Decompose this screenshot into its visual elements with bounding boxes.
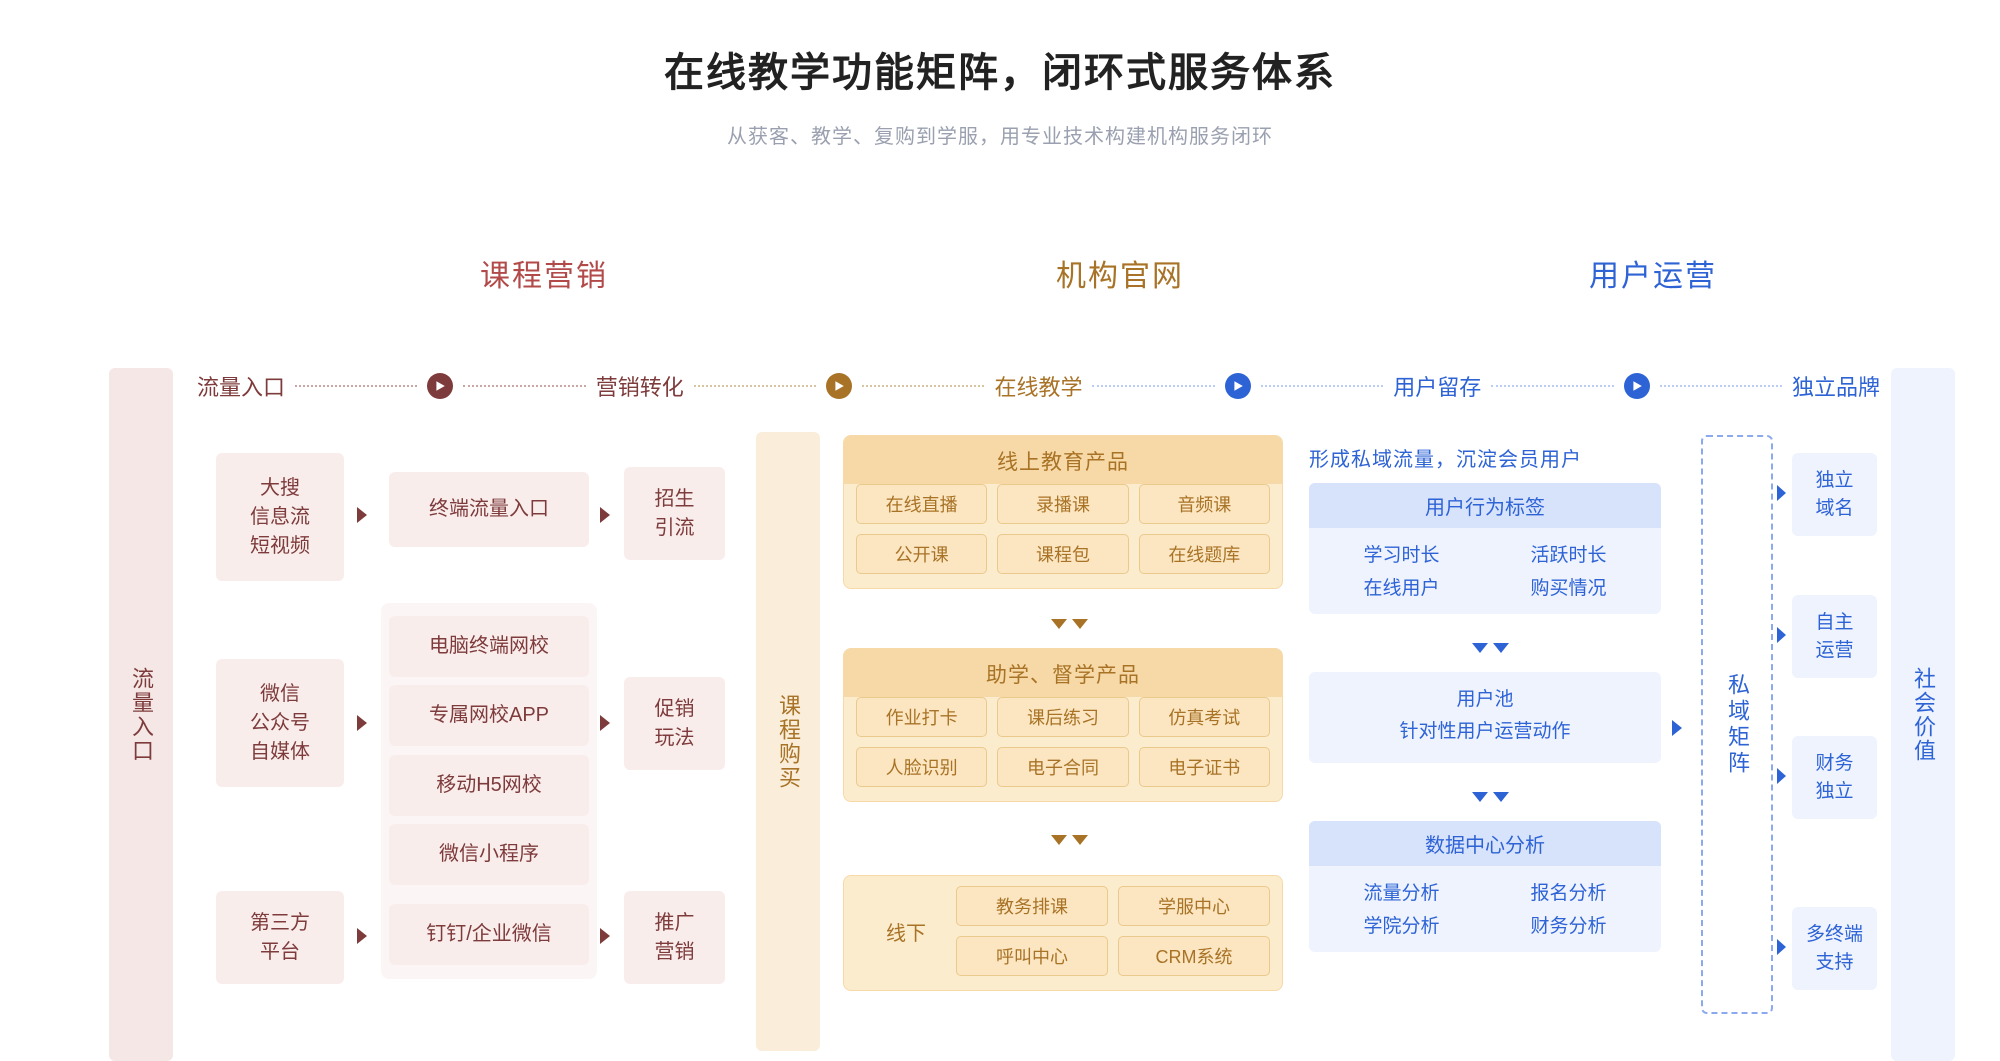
- brand-box: 独立域名: [1792, 453, 1877, 536]
- subhead-label: 用户留存: [1393, 370, 1481, 402]
- chevron-right-icon: [600, 928, 610, 944]
- brand-box: 自主运营: [1792, 595, 1877, 678]
- blue-panel-body: 用户池针对性用户运营动作: [1309, 672, 1661, 763]
- chevron-down-icon: [1072, 835, 1088, 845]
- orange-cell: 音频课: [1139, 484, 1270, 524]
- orange-panel: 线上教育产品在线直播录播课音频课公开课课程包在线题库: [843, 435, 1283, 589]
- chevron-right-icon: [1777, 768, 1786, 784]
- subhead-label: 营销转化: [596, 370, 684, 402]
- chevron-right-icon: [600, 507, 610, 523]
- red-box: 专属网校APP: [389, 685, 589, 746]
- page-subtitle: 从获客、教学、复购到学服，用专业技术构建机构服务闭环: [0, 120, 2000, 149]
- play-icon: [1225, 373, 1251, 399]
- page-title: 在线教学功能矩阵，闭环式服务体系: [0, 0, 2000, 98]
- blue-caption: 形成私域流量，沉淀会员用户: [1309, 443, 1582, 472]
- orange-cell: 作业打卡: [856, 697, 987, 737]
- red-box: 微信小程序: [389, 824, 589, 885]
- subhead-row: 流量入口 营销转化 在线教学 用户留存 独立品牌: [197, 371, 1880, 401]
- chevron-right-icon: [357, 507, 367, 523]
- dotted-connector: [1660, 385, 1782, 387]
- orange-cell: 课后练习: [997, 697, 1128, 737]
- orange-cell: 在线题库: [1139, 534, 1270, 574]
- chevron-down-icon: [1472, 792, 1488, 802]
- play-icon: [826, 373, 852, 399]
- chevron-right-icon: [357, 715, 367, 731]
- chevron-down-icon: [1072, 619, 1088, 629]
- dotted-connector: [862, 385, 984, 387]
- dotted-connector: [295, 385, 417, 387]
- red-box: 促销玩法: [624, 677, 725, 770]
- chevron-right-icon: [1777, 485, 1786, 501]
- pillar-center: 课程购买: [756, 432, 820, 1051]
- subhead-label: 在线教学: [994, 370, 1082, 402]
- blue-panel-head: 数据中心分析: [1309, 821, 1661, 866]
- chevron-down-icon: [1051, 835, 1067, 845]
- blue-cell: 流量分析: [1333, 878, 1470, 905]
- red-box: 第三方平台: [216, 891, 344, 984]
- chevron-down-icon: [1493, 792, 1509, 802]
- red-box: 推广营销: [624, 891, 725, 984]
- red-box: 微信公众号自媒体: [216, 659, 344, 787]
- dashed-pillar: 私域矩阵: [1701, 435, 1773, 1014]
- orange-panel-head: 线上教育产品: [844, 436, 1282, 484]
- orange-offline-label: 线下: [856, 917, 956, 946]
- blue-cell: 报名分析: [1500, 878, 1637, 905]
- section-heading: 课程营销: [344, 251, 744, 295]
- play-icon: [1624, 373, 1650, 399]
- pillar-right: 社会价值: [1891, 368, 1955, 1061]
- red-box: 钉钉/企业微信: [389, 904, 589, 965]
- dotted-connector: [463, 385, 585, 387]
- red-box: 招生引流: [624, 467, 725, 560]
- chevron-down-icon: [1472, 643, 1488, 653]
- red-box: 电脑终端网校: [389, 616, 589, 677]
- chevron-right-icon: [1777, 939, 1786, 955]
- blue-panel-head: 用户行为标签: [1309, 483, 1661, 528]
- blue-cell: 活跃时长: [1500, 540, 1637, 567]
- red-box: 大搜信息流短视频: [216, 453, 344, 581]
- blue-cell: 学习时长: [1333, 540, 1470, 567]
- orange-cell: 学服中心: [1118, 886, 1270, 926]
- blue-panel: 用户行为标签学习时长 活跃时长在线用户 购买情况: [1309, 483, 1661, 614]
- subhead-label: 独立品牌: [1792, 370, 1880, 402]
- section-heading: 用户运营: [1453, 251, 1853, 295]
- orange-cell: 录播课: [997, 484, 1128, 524]
- chevron-right-icon: [1672, 720, 1682, 736]
- chevron-right-icon: [600, 715, 610, 731]
- dotted-connector: [1092, 385, 1214, 387]
- orange-cell: 在线直播: [856, 484, 987, 524]
- orange-cell: 人脸识别: [856, 747, 987, 787]
- red-box: 终端流量入口: [389, 472, 589, 547]
- orange-cell: CRM系统: [1118, 936, 1270, 976]
- orange-panel-head: 助学、督学产品: [844, 649, 1282, 697]
- brand-box: 多终端支持: [1792, 907, 1877, 990]
- brand-box: 财务独立: [1792, 736, 1877, 819]
- orange-cell: 公开课: [856, 534, 987, 574]
- section-heading: 机构官网: [920, 251, 1320, 295]
- dotted-connector: [1491, 385, 1613, 387]
- blue-cell: 财务分析: [1500, 911, 1637, 938]
- blue-panel: 数据中心分析流量分析 报名分析学院分析 财务分析: [1309, 821, 1661, 952]
- play-icon: [427, 373, 453, 399]
- blue-cell: 购买情况: [1500, 573, 1637, 600]
- red-box: 移动H5网校: [389, 755, 589, 816]
- orange-cell: 呼叫中心: [956, 936, 1108, 976]
- subhead-label: 流量入口: [197, 370, 285, 402]
- orange-cell: 教务排课: [956, 886, 1108, 926]
- orange-cell: 电子合同: [997, 747, 1128, 787]
- chevron-right-icon: [357, 928, 367, 944]
- orange-panel: 助学、督学产品作业打卡课后练习仿真考试人脸识别电子合同电子证书: [843, 648, 1283, 802]
- dotted-connector: [1261, 385, 1383, 387]
- blue-panel: 用户池针对性用户运营动作: [1309, 672, 1661, 763]
- pillar-left: 流量入口: [109, 368, 173, 1061]
- chevron-down-icon: [1493, 643, 1509, 653]
- orange-cell: 课程包: [997, 534, 1128, 574]
- orange-cell: 仿真考试: [1139, 697, 1270, 737]
- blue-cell: 在线用户: [1333, 573, 1470, 600]
- blue-cell: 学院分析: [1333, 911, 1470, 938]
- orange-cell: 电子证书: [1139, 747, 1270, 787]
- chevron-right-icon: [1777, 627, 1786, 643]
- dotted-connector: [694, 385, 816, 387]
- chevron-down-icon: [1051, 619, 1067, 629]
